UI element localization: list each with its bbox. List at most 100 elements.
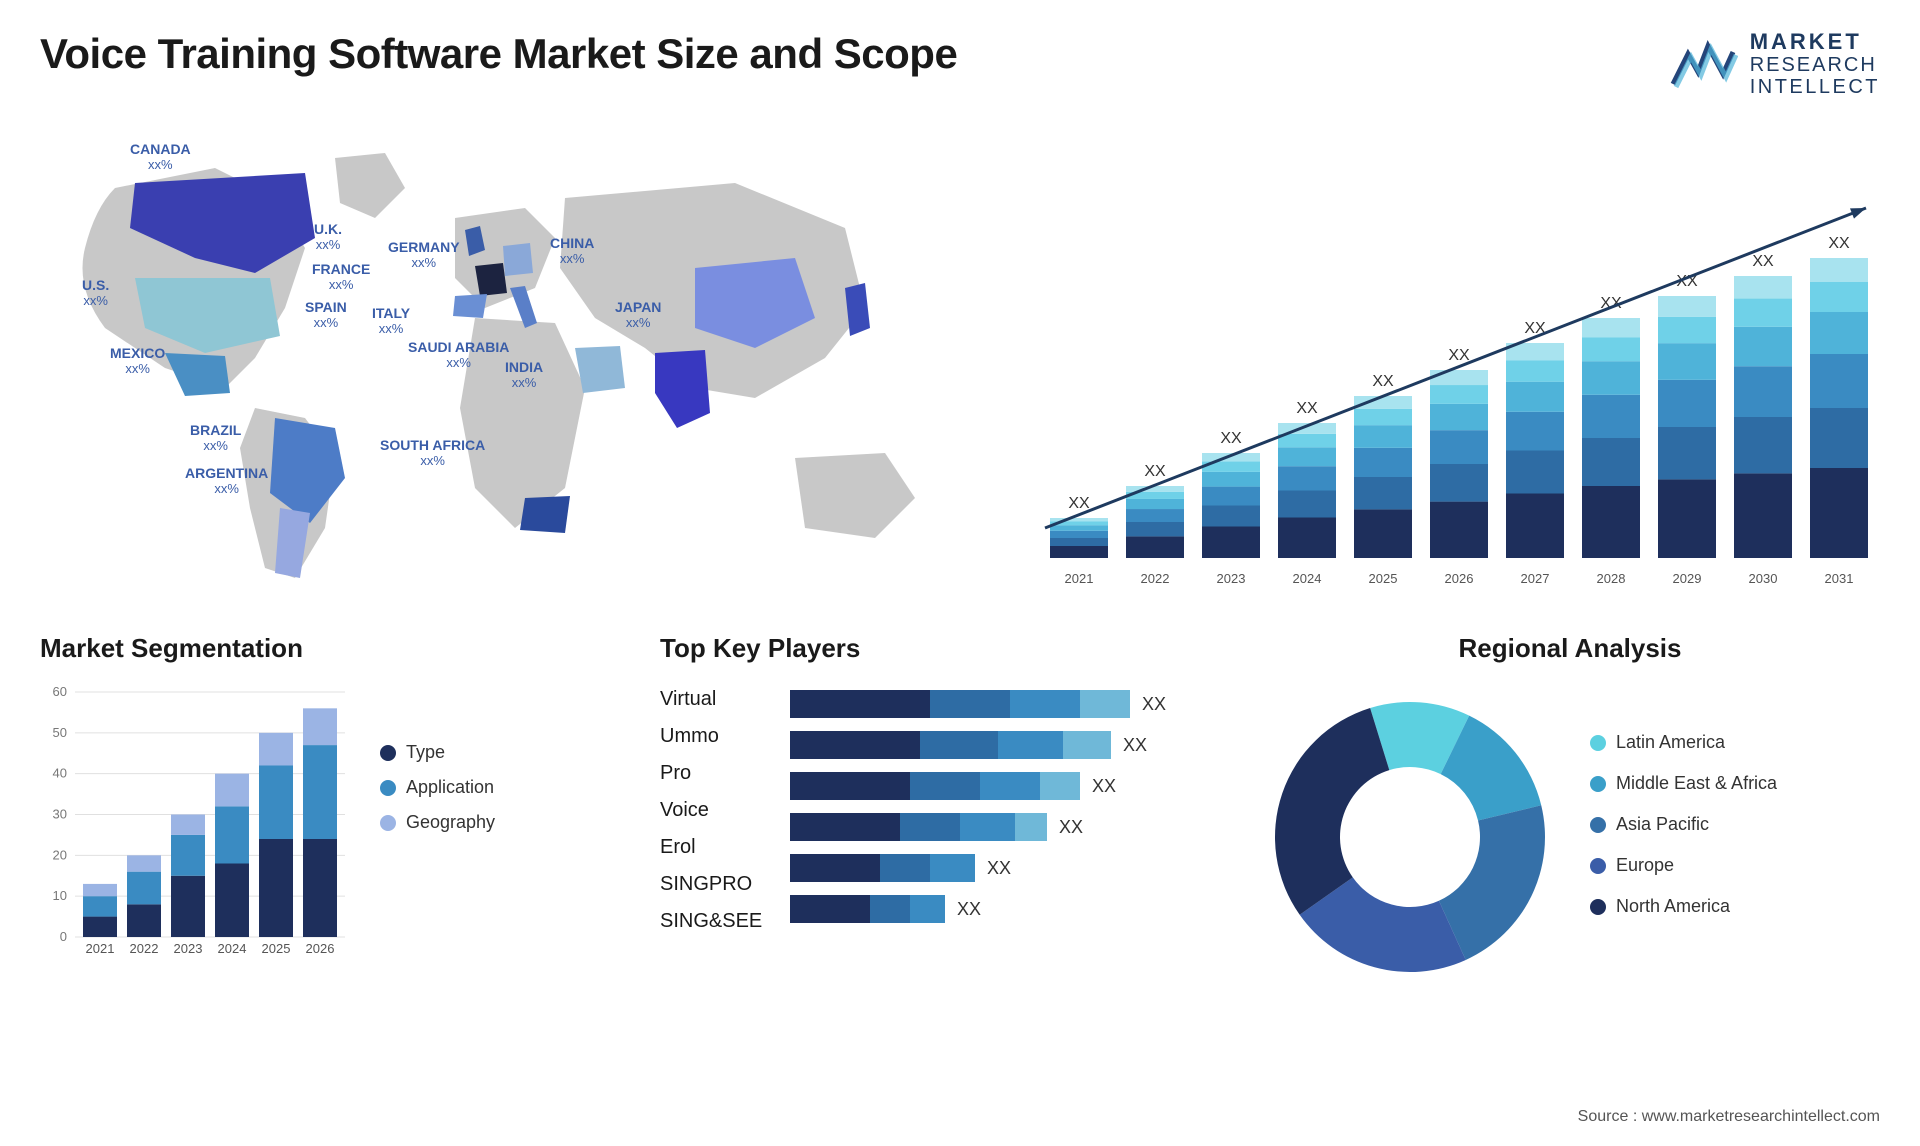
growth-bar-seg: [1506, 451, 1564, 494]
world-map-panel: CANADAxx%U.S.xx%MEXICOxx%BRAZILxx%ARGENT…: [40, 128, 990, 598]
map-label-france: FRANCExx%: [312, 262, 370, 292]
seg-legend-item: Application: [380, 777, 495, 798]
player-name: SINGPRO: [660, 873, 770, 896]
legend-label: Middle East & Africa: [1616, 773, 1777, 794]
growth-year-label: 2028: [1597, 571, 1626, 586]
seg-bar-seg: [303, 839, 337, 937]
players-panel: Top Key Players VirtualUmmoProVoiceErolS…: [660, 633, 1220, 982]
growth-bar-seg: [1734, 474, 1792, 559]
map-label-japan: JAPANxx%: [615, 300, 661, 330]
growth-bar-seg: [1354, 448, 1412, 477]
seg-bar-seg: [215, 807, 249, 864]
seg-bar-seg: [127, 872, 161, 905]
player-bar-seg: [1040, 772, 1080, 800]
player-bar-seg: [790, 854, 880, 882]
y-tick-label: 60: [53, 684, 67, 699]
growth-bar-seg: [1278, 466, 1336, 490]
seg-bar-seg: [215, 864, 249, 938]
growth-bar-seg: [1354, 510, 1412, 559]
player-bar-seg: [790, 895, 870, 923]
logo-line2: RESEARCH: [1750, 54, 1880, 76]
player-name: SING&SEE: [660, 910, 770, 933]
legend-dot-icon: [1590, 776, 1606, 792]
map-label-italy: ITALYxx%: [372, 306, 410, 336]
country-saudi: [575, 346, 625, 393]
growth-bar-seg: [1506, 382, 1564, 412]
growth-value-label: XX: [1296, 400, 1318, 417]
legend-dot-icon: [380, 780, 396, 796]
growth-bar-seg: [1354, 396, 1412, 409]
segmentation-legend: TypeApplicationGeography: [380, 682, 495, 962]
seg-bar-seg: [303, 709, 337, 746]
donut-slice: [1275, 708, 1389, 915]
seg-bar-seg: [83, 896, 117, 916]
seg-bar-seg: [303, 745, 337, 839]
regional-donut-chart: [1260, 682, 1560, 982]
regional-legend-item: Asia Pacific: [1590, 814, 1777, 835]
country-india: [655, 350, 710, 428]
regional-legend-item: Middle East & Africa: [1590, 773, 1777, 794]
segmentation-title: Market Segmentation: [40, 633, 620, 664]
player-value: XX: [1142, 694, 1166, 715]
growth-year-label: 2025: [1369, 571, 1398, 586]
seg-year-label: 2023: [174, 941, 203, 956]
growth-bar-seg: [1810, 354, 1868, 408]
player-bar-row: XX: [790, 895, 1220, 923]
map-label-argentina: ARGENTINAxx%: [185, 466, 268, 496]
y-tick-label: 40: [53, 766, 67, 781]
seg-bar-seg: [171, 815, 205, 835]
growth-bar-seg: [1430, 430, 1488, 464]
growth-year-label: 2023: [1217, 571, 1246, 586]
growth-bar-seg: [1810, 282, 1868, 312]
growth-value-label: XX: [1828, 235, 1850, 252]
y-tick-label: 10: [53, 888, 67, 903]
regional-legend-item: Europe: [1590, 855, 1777, 876]
growth-bar-seg: [1430, 370, 1488, 385]
growth-year-label: 2030: [1749, 571, 1778, 586]
country-argentina: [275, 508, 310, 578]
growth-bar-seg: [1658, 317, 1716, 343]
growth-bar-seg: [1430, 385, 1488, 404]
growth-bar-seg: [1658, 343, 1716, 380]
growth-bar-seg: [1734, 366, 1792, 417]
growth-bar-seg: [1202, 472, 1260, 487]
growth-bar-seg: [1278, 447, 1336, 466]
map-label-china: CHINAxx%: [550, 236, 594, 266]
growth-bar-seg: [1810, 408, 1868, 468]
growth-value-label: XX: [1144, 463, 1166, 480]
player-bar-seg: [900, 813, 960, 841]
player-bar-row: XX: [790, 813, 1220, 841]
logo-icon: [1668, 34, 1738, 94]
segmentation-chart: 0102030405060202120222023202420252026: [40, 682, 360, 962]
growth-year-label: 2022: [1141, 571, 1170, 586]
growth-bar-seg: [1658, 427, 1716, 479]
seg-year-label: 2022: [130, 941, 159, 956]
logo-line1: MARKET: [1750, 30, 1880, 54]
growth-bar-seg: [1202, 506, 1260, 527]
arrow-head-icon: [1850, 208, 1866, 219]
map-label-mexico: MEXICOxx%: [110, 346, 165, 376]
player-value: XX: [1123, 735, 1147, 756]
legend-dot-icon: [380, 745, 396, 761]
player-name: Voice: [660, 799, 770, 822]
map-label-uk: U.K.xx%: [314, 222, 342, 252]
growth-value-label: XX: [1068, 495, 1090, 512]
legend-dot-icon: [380, 815, 396, 831]
growth-bar-seg: [1582, 361, 1640, 395]
growth-value-label: XX: [1220, 430, 1242, 447]
map-label-brazil: BRAZILxx%: [190, 423, 241, 453]
player-bar: [790, 772, 1080, 800]
player-bar-seg: [930, 690, 1010, 718]
map-label-southafrica: SOUTH AFRICAxx%: [380, 438, 485, 468]
growth-bar-seg: [1506, 494, 1564, 559]
growth-bar-seg: [1810, 312, 1868, 354]
growth-bar-seg: [1050, 531, 1108, 538]
growth-value-label: XX: [1372, 373, 1394, 390]
seg-bar-seg: [83, 884, 117, 896]
player-bar: [790, 731, 1111, 759]
player-value: XX: [1092, 776, 1116, 797]
growth-bar-seg: [1506, 360, 1564, 382]
growth-bar-seg: [1658, 480, 1716, 559]
map-label-germany: GERMANYxx%: [388, 240, 460, 270]
growth-year-label: 2027: [1521, 571, 1550, 586]
